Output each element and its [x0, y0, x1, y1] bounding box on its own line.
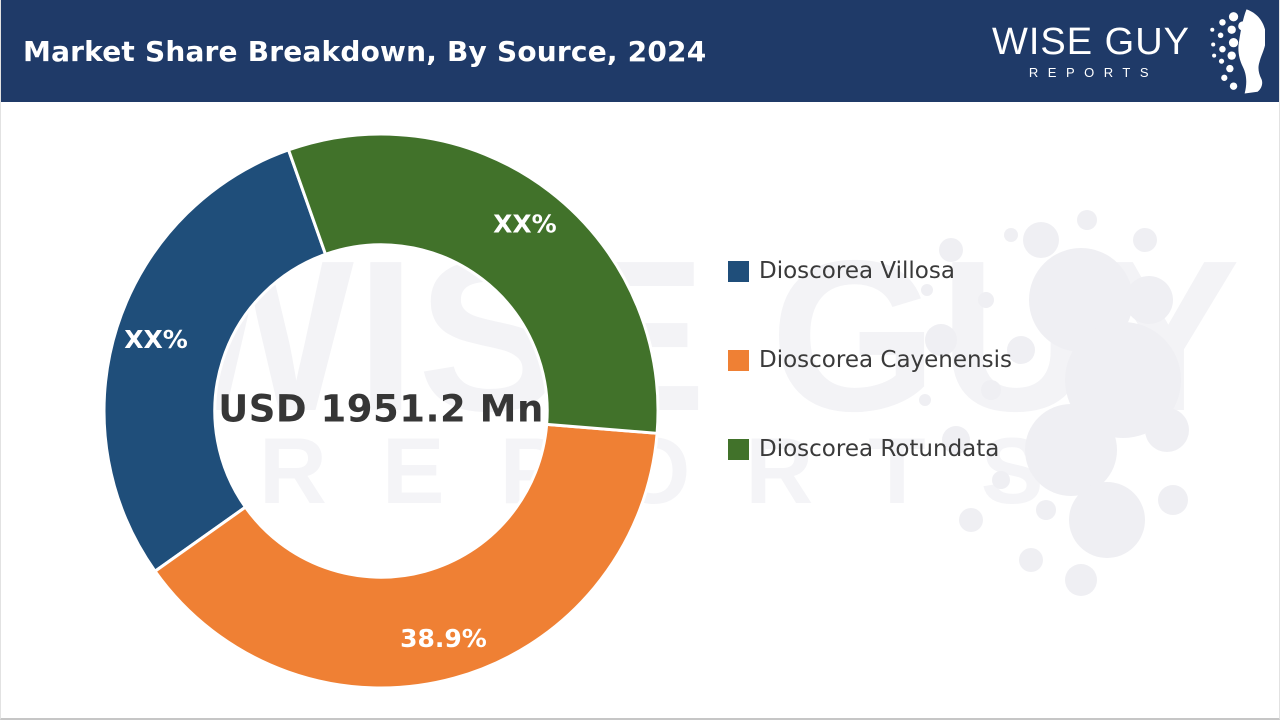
brand-face-icon [1210, 9, 1265, 94]
brand-subtitle: REPORTS [1028, 65, 1159, 80]
brand-name: WISE GUY [991, 21, 1190, 63]
donut-slice-dioscorea-rotundata [287, 132, 660, 435]
legend-swatch-rotundata [728, 438, 749, 460]
slice-percent-label: XX% [493, 209, 557, 238]
legend-label-villosa: Dioscorea Villosa [759, 258, 955, 284]
slice-percent-label: 38.9% [400, 624, 487, 653]
header-bar: Market Share Breakdown, By Source, 2024 … [1, 0, 1279, 102]
brand-logo: WISE GUY REPORTS [992, 7, 1265, 95]
donut-slice-dioscorea-cayenensis [153, 422, 659, 690]
legend-item-rotundata: Dioscorea Rotundata [728, 436, 1012, 462]
legend-label-cayenensis: Dioscorea Cayenensis [759, 347, 1012, 373]
donut-slice-dioscorea-villosa [102, 148, 328, 573]
legend-swatch-villosa [728, 260, 749, 282]
legend-label-rotundata: Dioscorea Rotundata [759, 436, 1000, 462]
legend-item-cayenensis: Dioscorea Cayenensis [728, 347, 1012, 373]
slice-percent-label: XX% [124, 325, 188, 354]
brand-logo-text: WISE GUY REPORTS [992, 23, 1190, 79]
legend-item-villosa: Dioscorea Villosa [728, 258, 1012, 284]
watermark-face-dots-icon [919, 210, 1189, 596]
legend-swatch-cayenensis [728, 349, 749, 371]
page-title: Market Share Breakdown, By Source, 2024 [23, 34, 707, 68]
chart-legend: Dioscorea Villosa Dioscorea Cayenensis D… [728, 258, 1012, 462]
chart-center-value: USD 1951.2 Mn [218, 387, 544, 431]
